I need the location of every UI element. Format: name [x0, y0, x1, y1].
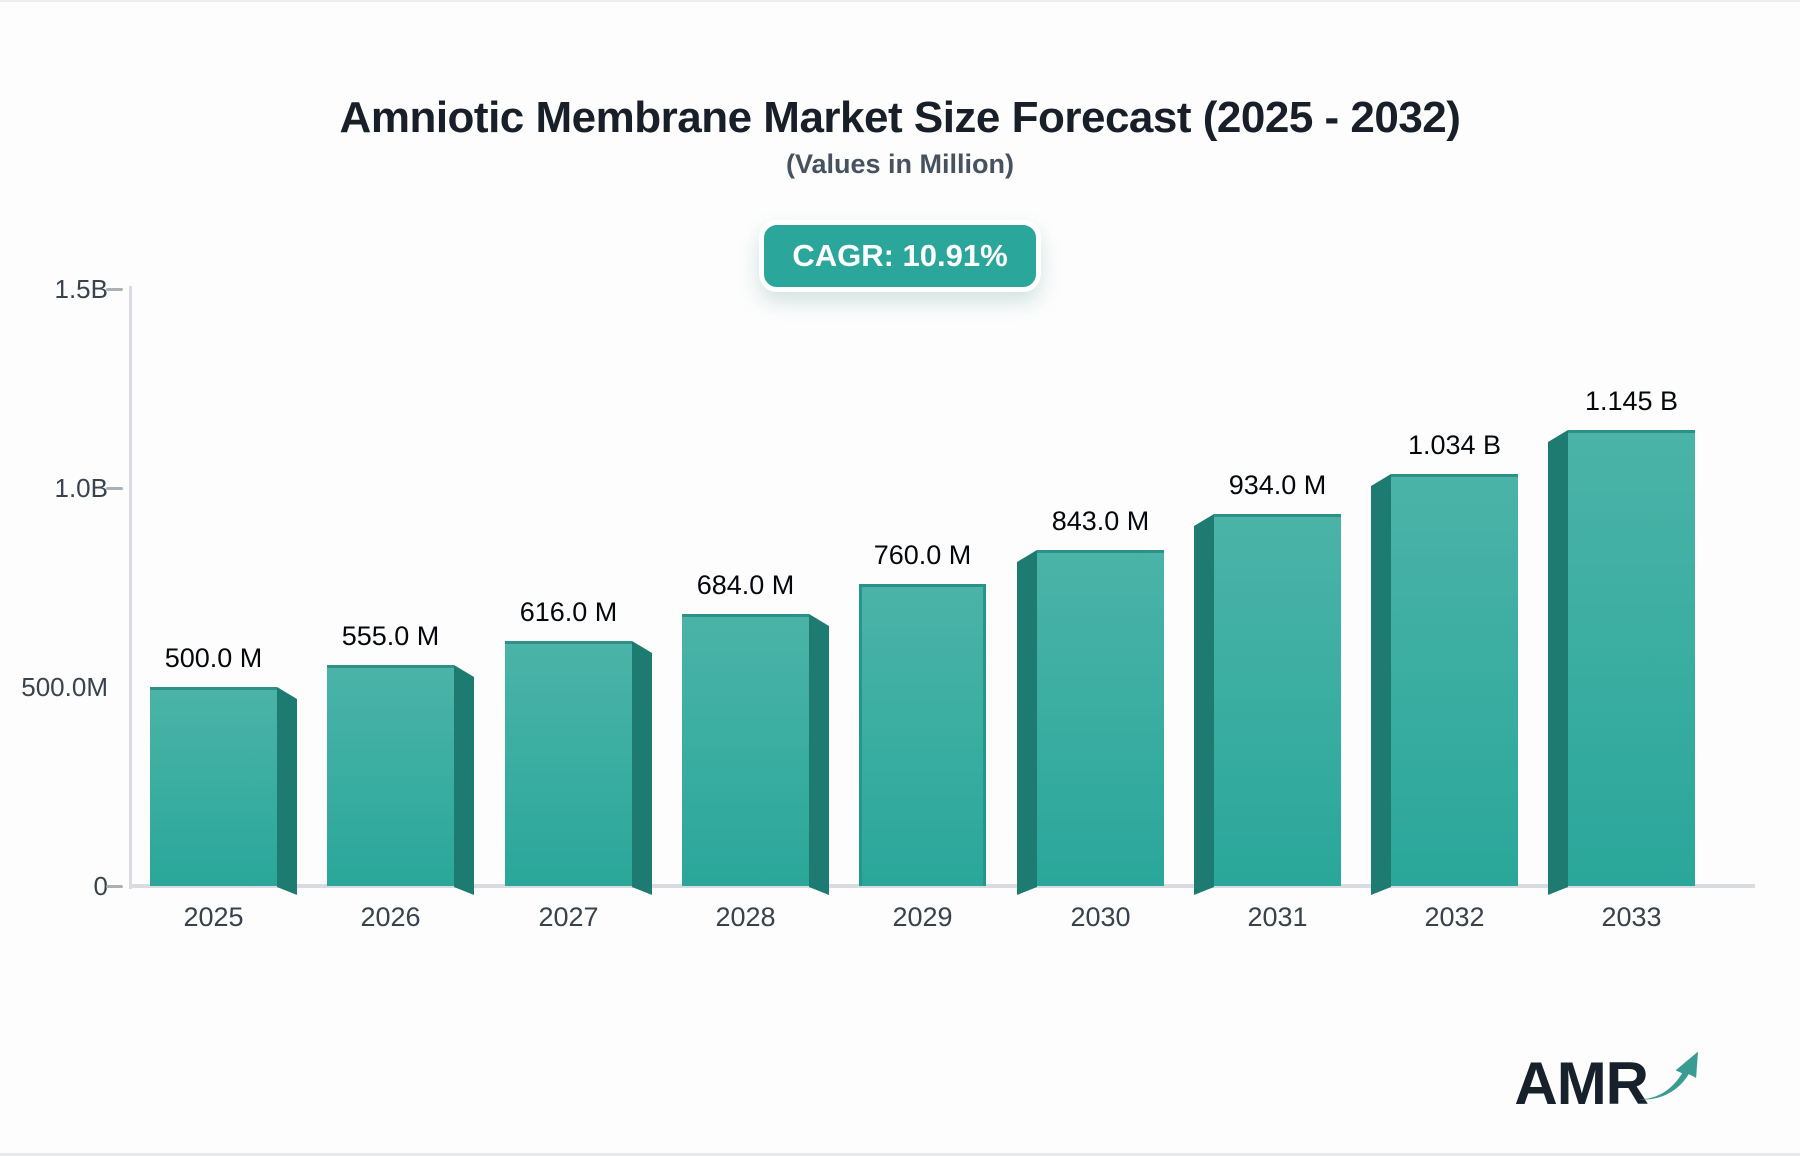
bar	[327, 665, 454, 886]
x-axis-label: 2029	[892, 902, 953, 932]
amr-logo: AMR	[1514, 1047, 1702, 1117]
bar	[682, 614, 809, 886]
y-tick-mark	[106, 487, 123, 490]
bar	[859, 584, 986, 886]
bar	[1214, 514, 1341, 886]
x-axis-label: 2030	[1070, 902, 1131, 932]
bar-value-label: 760.0 M	[873, 540, 972, 570]
bar	[1568, 430, 1695, 886]
x-axis-label: 2027	[538, 902, 599, 932]
chart-subtitle: (Values in Million)	[785, 149, 1015, 179]
bar-value-label: 500.0 M	[164, 643, 263, 673]
bar	[1037, 550, 1164, 886]
x-axis-label: 2031	[1247, 902, 1308, 932]
y-axis-line	[129, 286, 132, 889]
bar-value-label: 934.0 M	[1228, 470, 1327, 500]
x-axis-label: 2026	[360, 902, 421, 932]
bar-value-label: 1.034 B	[1407, 430, 1502, 460]
x-axis-label: 2028	[715, 902, 776, 932]
bar-side-face	[1371, 474, 1391, 895]
bar	[505, 641, 632, 886]
growth-arrow-icon	[1636, 1047, 1702, 1110]
y-tick-label: 500.0M	[21, 672, 108, 702]
y-tick-label: 1.5B	[54, 274, 109, 304]
bar-value-label: 1.145 B	[1584, 386, 1679, 416]
y-tick-label: 1.0B	[54, 473, 109, 503]
bar-value-label: 555.0 M	[341, 621, 440, 651]
bar-value-label: 843.0 M	[1051, 506, 1150, 536]
cagr-badge-row: CAGR: 10.91%	[0, 220, 1800, 292]
bar-side-face	[1017, 550, 1037, 895]
x-axis-label: 2025	[183, 902, 244, 932]
bar	[1391, 474, 1518, 886]
bar-side-face	[454, 665, 474, 895]
cagr-badge: CAGR: 10.91%	[759, 220, 1041, 292]
x-axis-line	[129, 884, 1755, 888]
bar-side-face	[277, 687, 297, 895]
amr-logo-text: AMR	[1514, 1050, 1649, 1117]
y-tick-mark	[106, 288, 123, 291]
bar-value-label: 616.0 M	[519, 597, 618, 627]
bar-side-face	[1194, 514, 1214, 895]
bar-side-face	[632, 641, 652, 895]
y-tick-label: 0	[93, 871, 108, 901]
y-tick-mark	[106, 885, 123, 888]
bar	[150, 687, 277, 886]
x-axis-label: 2032	[1424, 902, 1485, 932]
bar-value-label: 684.0 M	[696, 570, 795, 600]
chart-title: Amniotic Membrane Market Size Forecast (…	[339, 93, 1461, 142]
bar-side-face	[809, 614, 829, 895]
x-axis-label: 2033	[1601, 902, 1662, 932]
bar-side-face	[1548, 430, 1568, 895]
